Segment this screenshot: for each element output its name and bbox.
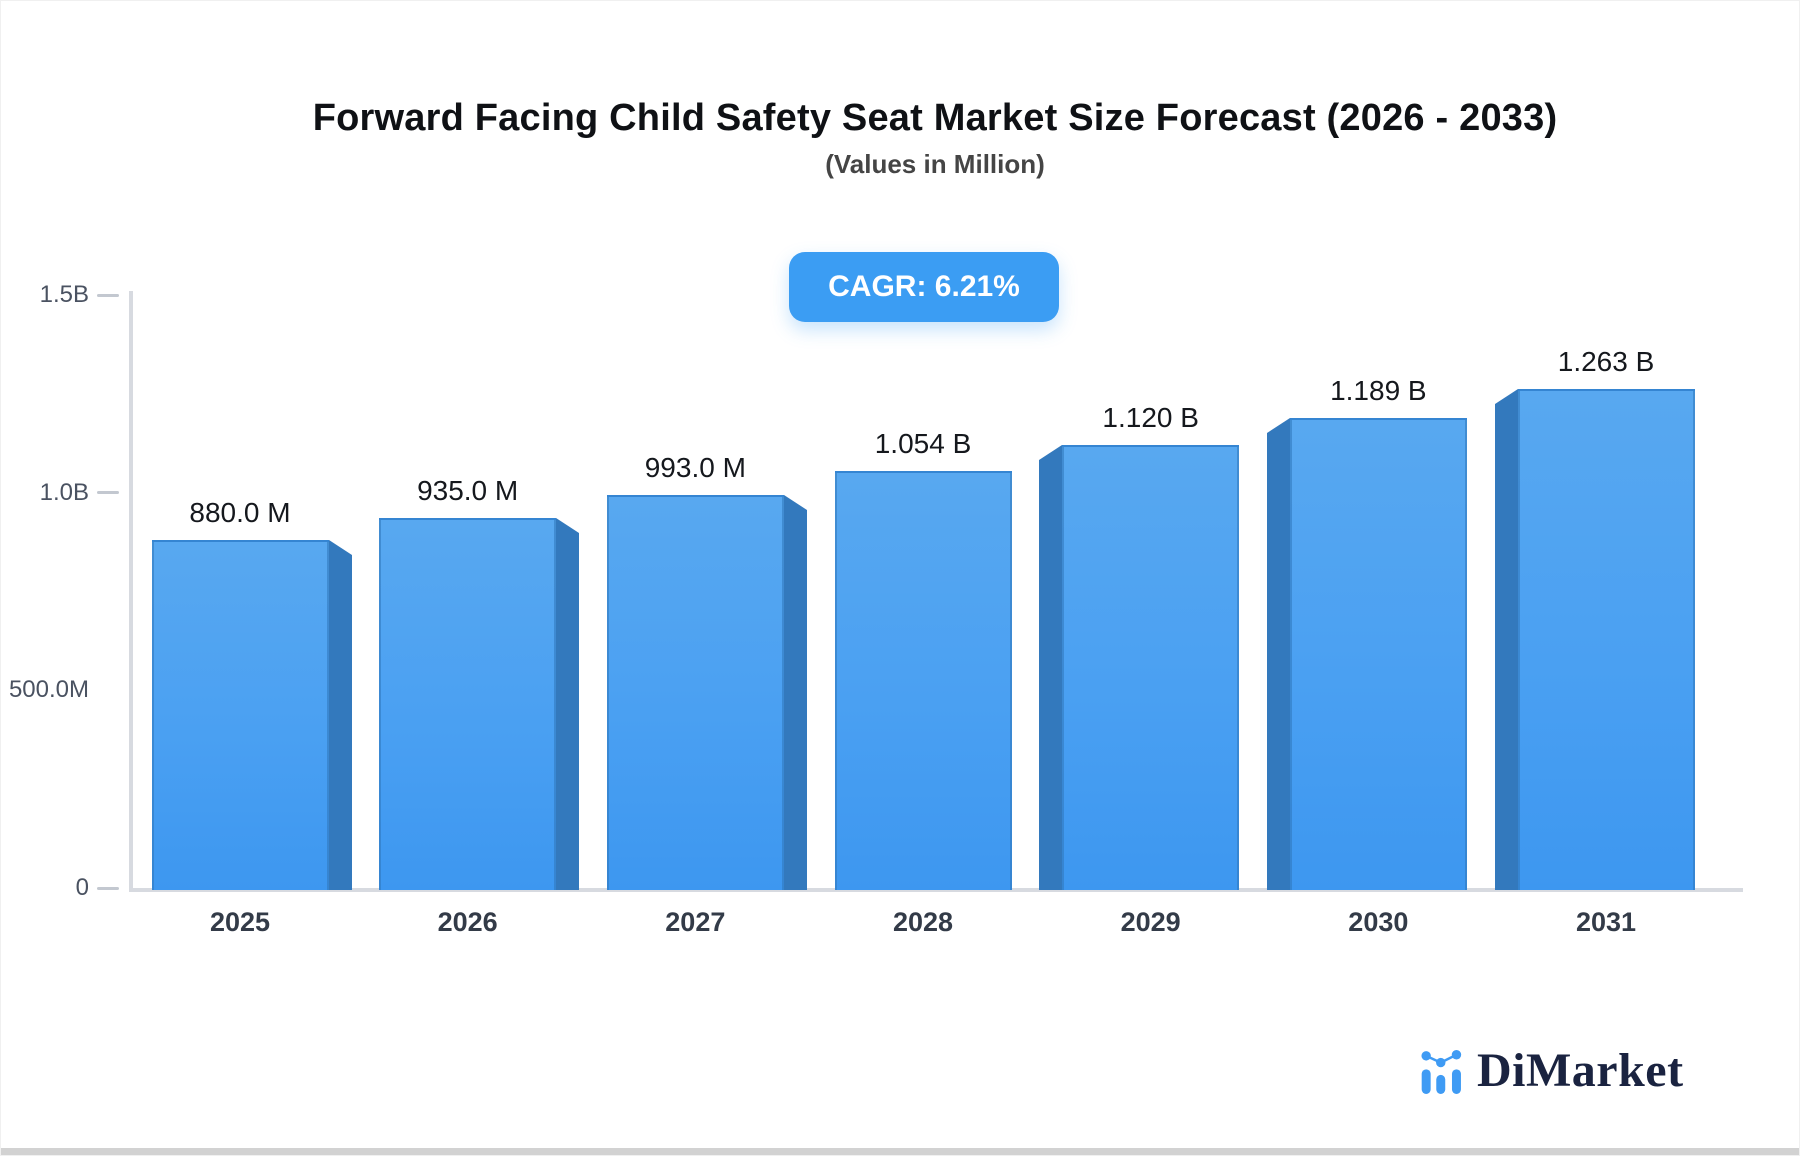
bar-value-label: 993.0 M (644, 452, 746, 483)
x-axis-label: 2031 (1575, 907, 1637, 937)
y-tick-label: 1.5B (39, 281, 89, 308)
x-axis-label: 2027 (665, 907, 726, 937)
bar-value-label: 1.263 B (1557, 346, 1655, 377)
bar-side-face (329, 540, 352, 890)
bar-2030 (1290, 418, 1467, 890)
bar-side-face (1495, 389, 1518, 890)
bar-value-label: 1.054 B (874, 428, 972, 459)
bar-side-face (1267, 418, 1290, 890)
bar-2028 (835, 471, 1012, 890)
bar-line-chart-icon (1421, 1049, 1462, 1094)
x-axis-line (129, 888, 1743, 892)
bar-value-label: 935.0 M (417, 475, 519, 506)
brand-logo: DiMarket (1421, 1043, 1684, 1098)
y-tick-dash (97, 293, 119, 297)
brand-logo-text: DiMarket (1477, 1044, 1684, 1097)
y-axis-line (129, 291, 133, 890)
bar-value-label: 1.189 B (1330, 375, 1427, 406)
y-tick-label: 500.0M (8, 676, 89, 704)
bar-side-face (556, 518, 579, 890)
bar-2029 (1062, 445, 1239, 890)
bar-side-face (784, 495, 807, 890)
bar-2031 (1518, 389, 1695, 890)
bar-side-face (1039, 445, 1062, 890)
x-axis-label: 2028 (892, 907, 954, 937)
bar-2027 (607, 495, 784, 890)
x-axis-label: 2025 (209, 907, 271, 937)
bar-2026 (379, 518, 556, 890)
x-axis-label: 2029 (1120, 907, 1181, 937)
chart-title: Forward Facing Child Safety Seat Market … (312, 97, 1558, 139)
cagr-badge-label: CAGR: 6.21% (828, 270, 1020, 303)
y-tick-label: 1.0B (39, 478, 89, 506)
x-axis-label: 2026 (437, 907, 498, 937)
x-axis-label: 2030 (1348, 907, 1409, 937)
y-tick-label: 0 (75, 874, 89, 901)
bar-value-label: 1.120 B (1102, 402, 1199, 433)
cagr-badge: CAGR: 6.21% (789, 252, 1059, 322)
bar-value-label: 880.0 M (189, 497, 291, 528)
chart-subtitle: (Values in Million) (825, 149, 1045, 179)
bar-2025 (152, 540, 329, 890)
window-edge (1, 1148, 1799, 1155)
y-tick-dash (97, 491, 119, 495)
y-tick-dash (97, 886, 119, 890)
